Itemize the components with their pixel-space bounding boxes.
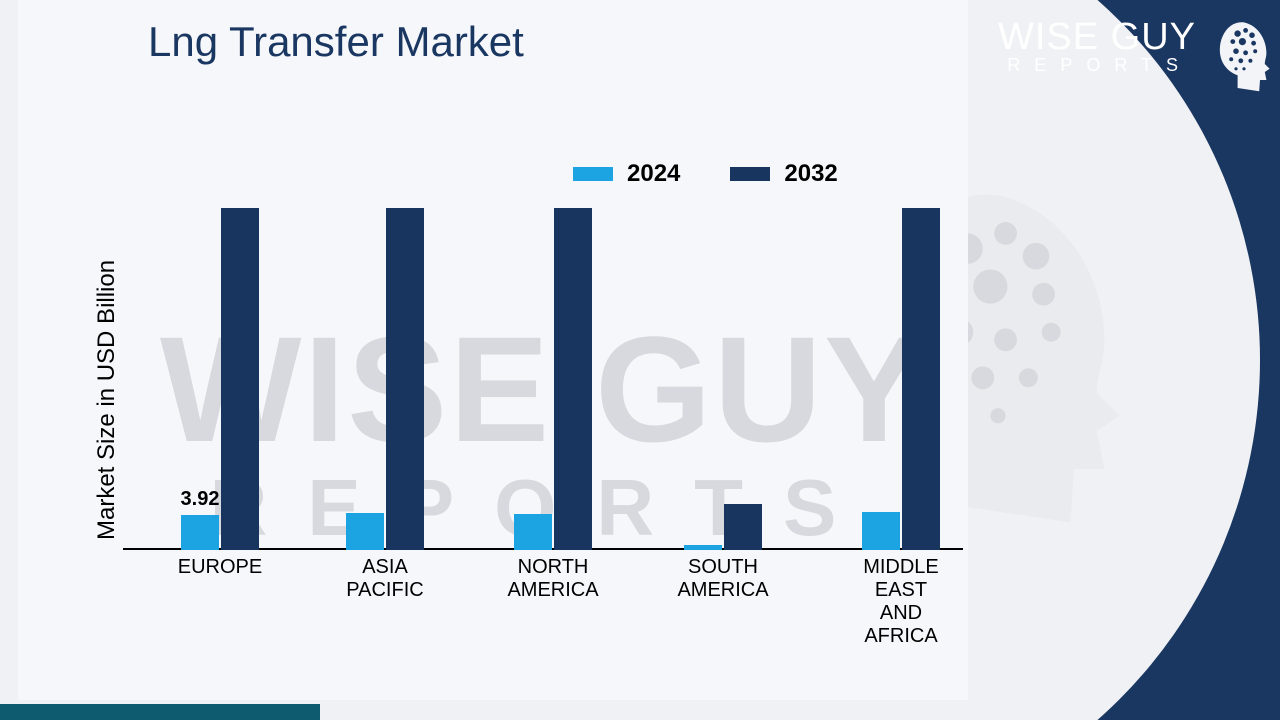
bar xyxy=(514,514,552,550)
chart-title: Lng Transfer Market xyxy=(148,18,524,66)
plot-area: 3.92 xyxy=(123,195,963,550)
bar-value-label: 3.92 xyxy=(181,488,220,511)
category-labels: EUROPEASIA PACIFICNORTH AMERICASOUTH AME… xyxy=(123,550,963,700)
brand-line2: REPORTS xyxy=(998,55,1196,76)
category-label: MIDDLE EAST AND AFRICA xyxy=(821,556,981,648)
bar xyxy=(724,504,762,550)
category-label: SOUTH AMERICA xyxy=(643,556,803,602)
y-axis-label: Market Size in USD Billion xyxy=(93,260,121,540)
brand-head-icon xyxy=(1196,16,1276,96)
bar xyxy=(554,208,592,550)
legend-swatch xyxy=(573,167,613,181)
chart-card: WISE GUY REPORTS Lng Transfer Market 202… xyxy=(18,0,968,700)
bottom-accent xyxy=(0,704,320,720)
legend-item: 2032 xyxy=(730,160,837,188)
category-label: NORTH AMERICA xyxy=(473,556,633,602)
bar xyxy=(902,208,940,550)
bar xyxy=(346,513,384,550)
legend-swatch xyxy=(730,167,770,181)
legend-item: 2024 xyxy=(573,160,680,188)
brand-logo: WISE GUY REPORTS xyxy=(1068,16,1266,96)
legend-label: 2032 xyxy=(784,160,837,188)
category-label: EUROPE xyxy=(140,556,300,579)
category-label: ASIA PACIFIC xyxy=(305,556,465,602)
bar xyxy=(181,515,219,550)
bar xyxy=(862,512,900,550)
legend-label: 2024 xyxy=(627,160,680,188)
legend: 2024 2032 xyxy=(573,160,838,188)
brand-line1: WISE GUY xyxy=(998,16,1196,59)
stage: WISE GUY REPORTS Lng Transfer Market 202… xyxy=(0,0,1280,720)
bar xyxy=(386,208,424,550)
bar xyxy=(221,208,259,550)
